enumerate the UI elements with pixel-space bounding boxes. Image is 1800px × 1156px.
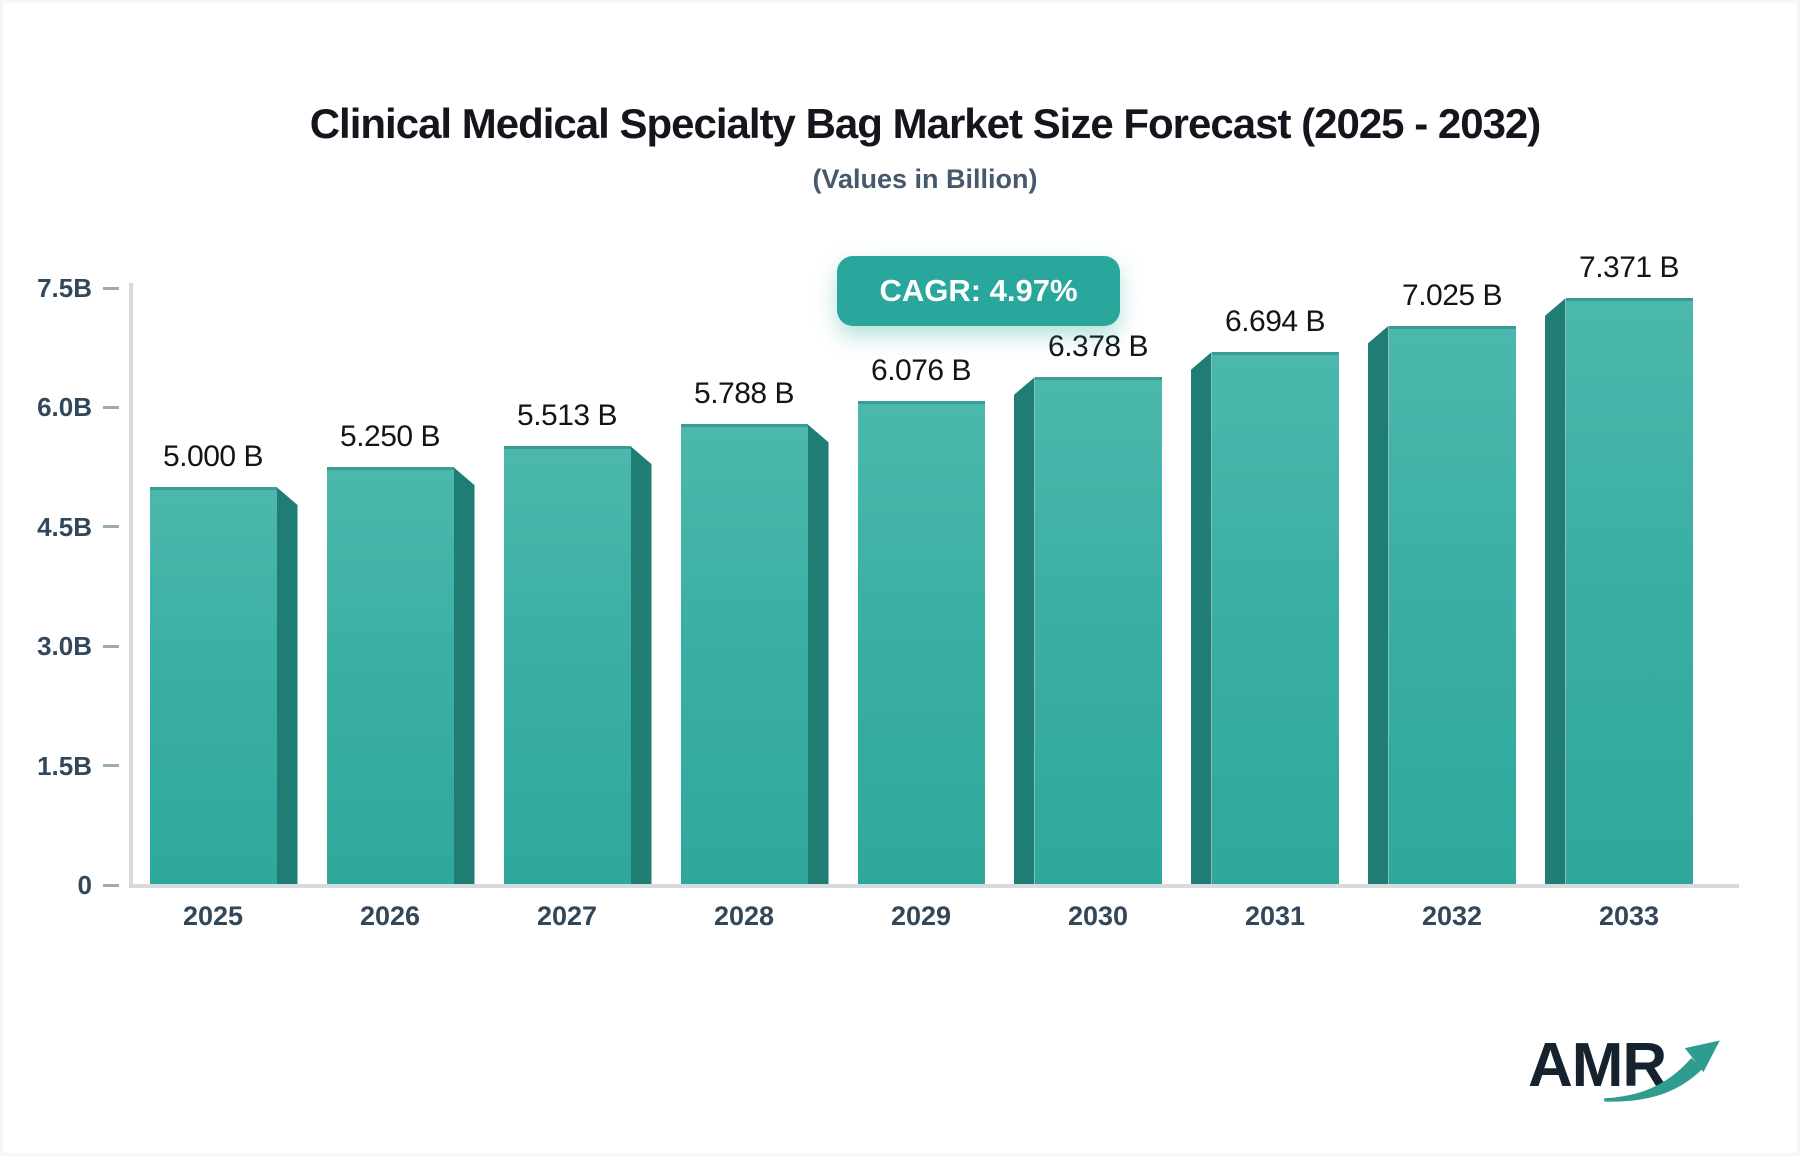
y-axis-line [129, 283, 133, 888]
bar-3d-side [630, 446, 652, 885]
x-tick-label: 2026 [359, 901, 421, 931]
y-tick-label: 4.5B [37, 511, 92, 542]
bar [1565, 298, 1693, 885]
bar-3d-side [1190, 352, 1212, 885]
y-tick-label: 6.0B [37, 392, 92, 423]
bar [1388, 325, 1516, 885]
bar-value-label: 6.378 B [1048, 330, 1148, 364]
x-tick-label: 2027 [536, 901, 598, 931]
y-tick-label: 7.5B [37, 273, 92, 303]
amr-logo-text: AMR [1528, 1031, 1667, 1100]
bar-value-label: 5.000 B [163, 440, 263, 473]
amr-logo: AMR [1528, 1030, 1738, 1120]
bar-value-label: 5.250 B [340, 420, 440, 454]
y-tick-dash [103, 764, 119, 768]
bar [326, 467, 454, 885]
bar-3d-side [1367, 325, 1389, 885]
x-tick-label: 2030 [1067, 901, 1129, 931]
chart-subtitle: (Values in Billion) [812, 164, 1038, 194]
y-tick-dash [103, 286, 119, 290]
x-tick-label: 2028 [713, 901, 775, 931]
bar [149, 487, 277, 885]
bar-value-label: 6.694 B [1225, 305, 1325, 339]
y-tick-dash [103, 644, 119, 648]
bar [503, 446, 631, 885]
growth-arrow-icon [1604, 1040, 1720, 1102]
x-tick-label: 2025 [182, 901, 244, 931]
bar-value-label: 7.025 B [1402, 278, 1502, 312]
bar-3d-side [276, 487, 298, 885]
y-tick-dash [103, 525, 119, 529]
bar-value-label: 6.076 B [871, 354, 971, 388]
y-tick-dash [103, 405, 119, 409]
y-tick-label: 3.0B [37, 631, 92, 662]
x-tick-label: 2033 [1598, 901, 1660, 931]
y-tick-label: 1.5B [37, 750, 92, 781]
bar-value-label: 7.371 B [1579, 251, 1679, 285]
y-tick-label: 0 [77, 870, 92, 900]
cagr-badge: CAGR: 4.97% [837, 256, 1120, 326]
bar [680, 424, 808, 885]
x-tick-label: 2031 [1244, 901, 1306, 931]
bar-3d-side [1544, 298, 1566, 885]
bar-3d-side [453, 467, 475, 885]
bar-3d-side [1013, 377, 1035, 885]
bar-value-label: 5.788 B [694, 377, 794, 411]
bar [1211, 352, 1339, 885]
y-tick-dash [103, 883, 119, 887]
x-axis-line [129, 884, 1739, 888]
bar-value-label: 5.513 B [517, 399, 617, 433]
chart-title: Clinical Medical Specialty Bag Market Si… [309, 100, 1542, 147]
bar [857, 401, 985, 885]
bar-3d-side [807, 424, 829, 885]
bar [1034, 377, 1162, 885]
x-tick-label: 2032 [1421, 901, 1483, 931]
x-tick-label: 2029 [890, 901, 952, 931]
